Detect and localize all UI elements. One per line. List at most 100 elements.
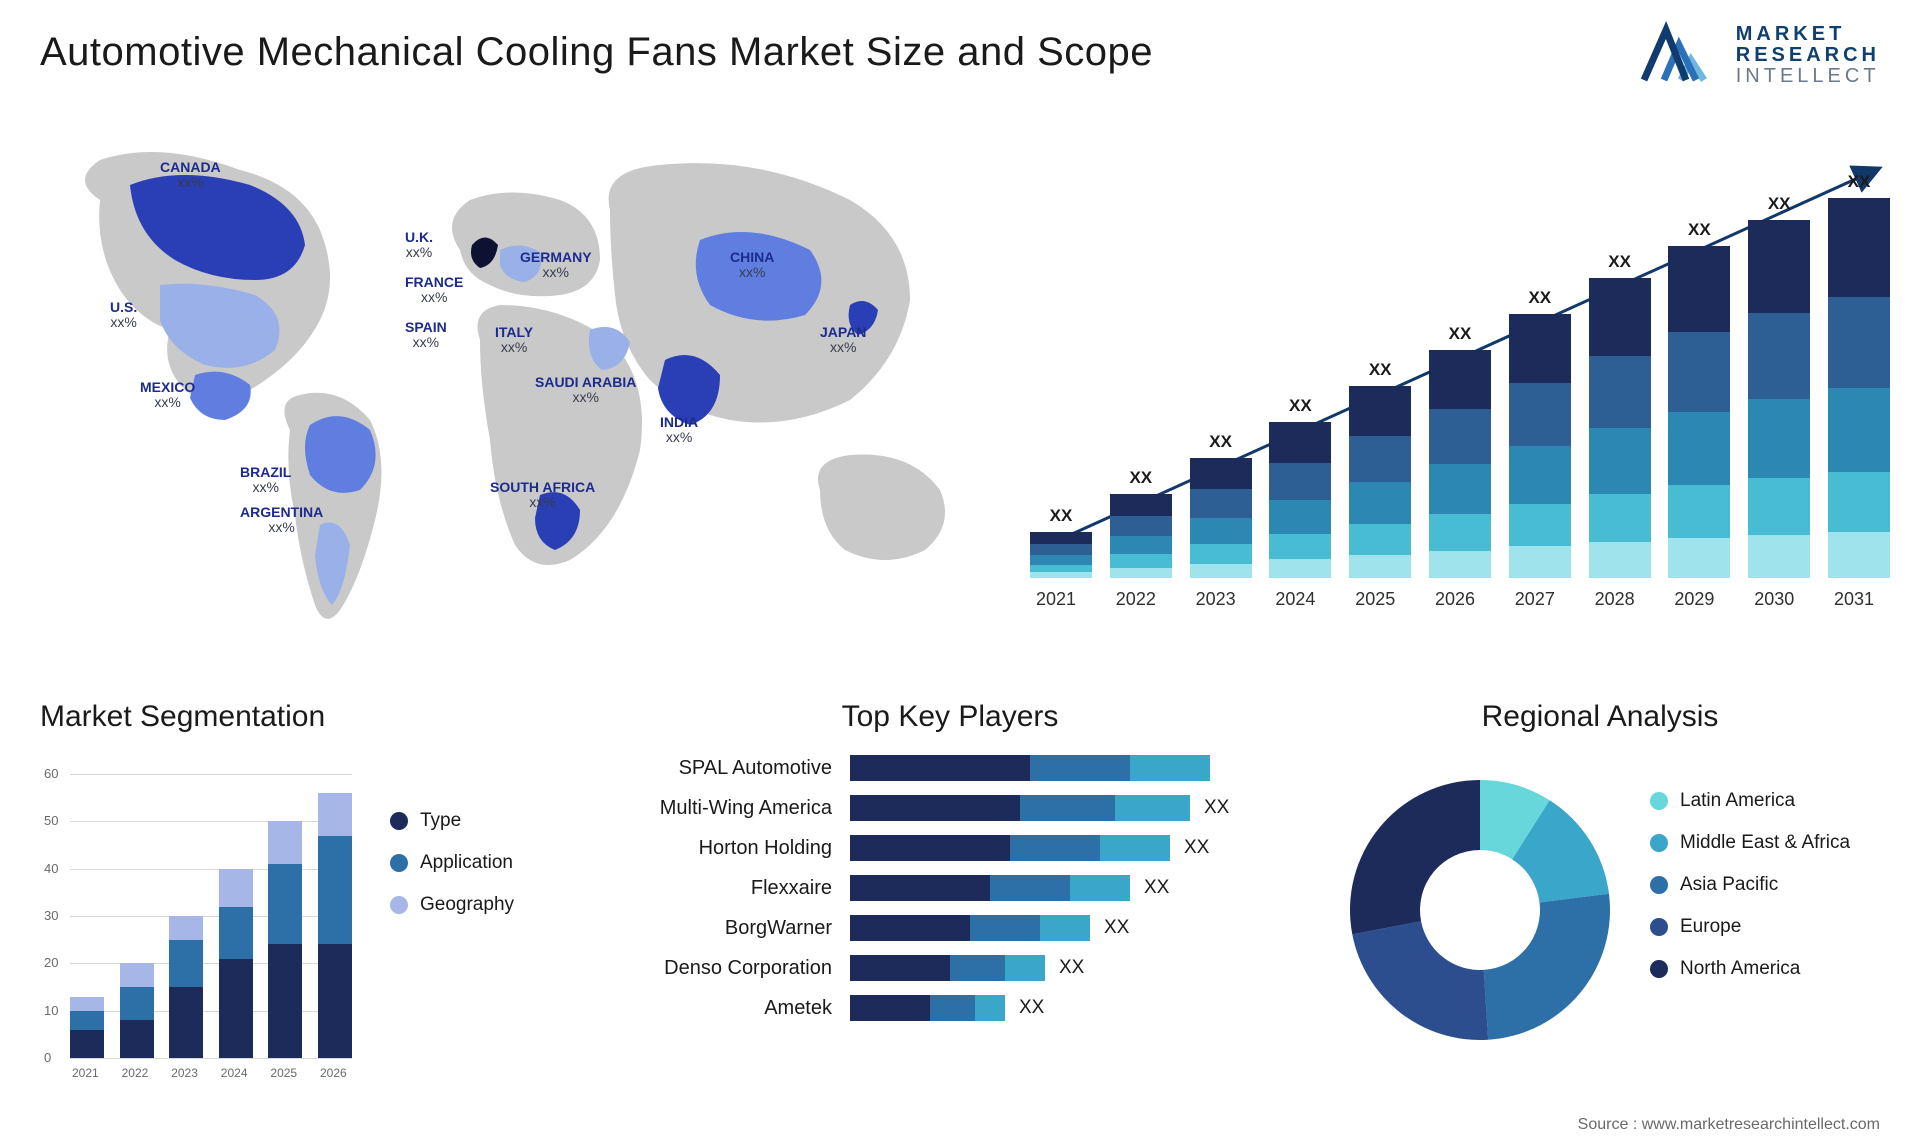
player-row: Flexxaire XX — [620, 868, 1280, 908]
seg-bar — [318, 793, 352, 1058]
seg-xlabel: 2025 — [270, 1066, 297, 1080]
growth-bar-label: XX — [1289, 396, 1312, 416]
segmentation-panel: Market Segmentation 0 10 20 30 40 50 60 2021 202… — [40, 700, 560, 1100]
seg-xlabel: 2023 — [171, 1066, 198, 1080]
map-label: SPAINxx% — [405, 320, 447, 351]
growth-year-label: 2026 — [1435, 589, 1475, 610]
player-name: SPAL Automotive — [620, 757, 850, 780]
seg-ytick: 60 — [44, 766, 58, 781]
legend-item: Europe — [1650, 916, 1850, 938]
legend-item: Asia Pacific — [1650, 874, 1850, 896]
seg-ytick: 50 — [44, 813, 58, 828]
world-map-panel: CANADAxx%U.S.xx%MEXICOxx%BRAZILxx%ARGENT… — [40, 130, 980, 640]
player-value: XX — [1144, 877, 1169, 899]
growth-year-label: 2031 — [1834, 589, 1874, 610]
map-label: ITALYxx% — [495, 325, 533, 356]
map-label: BRAZILxx% — [240, 465, 291, 496]
regional-title: Regional Analysis — [1320, 700, 1880, 734]
regional-panel: Regional Analysis Latin America Middle Ea… — [1320, 700, 1880, 1100]
regional-donut-chart — [1340, 770, 1620, 1050]
legend-item: Middle East & Africa — [1650, 832, 1850, 854]
growth-bar: XX — [1509, 288, 1571, 578]
seg-xlabel: 2022 — [122, 1066, 149, 1080]
seg-ytick: 0 — [44, 1050, 51, 1065]
player-value: XX — [1184, 837, 1209, 859]
seg-bar — [268, 821, 302, 1058]
map-label: CHINAxx% — [730, 250, 774, 281]
logo-mark-icon — [1624, 20, 1724, 90]
growth-bar: XX — [1349, 360, 1411, 578]
map-label: U.S.xx% — [110, 300, 137, 331]
brand-logo: MARKET RESEARCH INTELLECT — [1624, 20, 1880, 90]
growth-bar: XX — [1668, 220, 1730, 578]
player-name: Denso Corporation — [620, 957, 850, 980]
seg-ytick: 10 — [44, 1003, 58, 1018]
growth-bar-label: XX — [1050, 506, 1073, 526]
seg-ytick: 30 — [44, 908, 58, 923]
seg-bar — [219, 869, 253, 1058]
player-row: Denso Corporation XX — [620, 948, 1280, 988]
growth-year-label: 2021 — [1036, 589, 1076, 610]
map-label: MEXICOxx% — [140, 380, 195, 411]
growth-year-label: 2028 — [1595, 589, 1635, 610]
logo-line2: RESEARCH — [1736, 45, 1880, 66]
growth-bar-label: XX — [1848, 172, 1871, 192]
segmentation-title: Market Segmentation — [40, 700, 560, 734]
legend-item: Geography — [390, 894, 514, 916]
growth-bar-label: XX — [1369, 360, 1392, 380]
growth-bar: XX — [1429, 324, 1491, 578]
growth-bar: XX — [1110, 468, 1172, 578]
player-row: Horton Holding XX — [620, 828, 1280, 868]
seg-bar — [120, 963, 154, 1058]
growth-bar-label: XX — [1608, 252, 1631, 272]
seg-bar — [169, 916, 203, 1058]
growth-year-label: 2022 — [1116, 589, 1156, 610]
map-label: CANADAxx% — [160, 160, 221, 191]
seg-xlabel: 2021 — [72, 1066, 99, 1080]
growth-year-label: 2029 — [1674, 589, 1714, 610]
player-row: AmetekXX — [620, 988, 1280, 1028]
player-value: XX — [1104, 917, 1129, 939]
growth-bar-label: XX — [1528, 288, 1551, 308]
seg-ytick: 40 — [44, 861, 58, 876]
legend-item: Application — [390, 852, 514, 874]
player-name: Horton Holding — [620, 837, 850, 860]
legend-item: Latin America — [1650, 790, 1850, 812]
map-label: SAUDI ARABIAxx% — [535, 375, 636, 406]
seg-xlabel: 2024 — [221, 1066, 248, 1080]
players-panel: Top Key Players SPAL Automotive Multi-Win… — [620, 700, 1280, 1100]
growth-bar-label: XX — [1129, 468, 1152, 488]
map-label: U.K.xx% — [405, 230, 433, 261]
map-label: GERMANYxx% — [520, 250, 592, 281]
player-value: XX — [1019, 997, 1044, 1019]
map-label: INDIAxx% — [660, 415, 698, 446]
logo-line3: INTELLECT — [1736, 66, 1880, 87]
player-row: Multi-Wing America XX — [620, 788, 1280, 828]
page-title: Automotive Mechanical Cooling Fans Marke… — [40, 30, 1153, 75]
growth-year-label: 2027 — [1515, 589, 1555, 610]
player-name: Flexxaire — [620, 877, 850, 900]
growth-year-label: 2030 — [1754, 589, 1794, 610]
growth-bar: XX — [1748, 194, 1810, 578]
seg-bar — [70, 997, 104, 1059]
player-name: Multi-Wing America — [620, 797, 850, 820]
growth-bar: XX — [1828, 172, 1890, 578]
seg-ytick: 20 — [44, 955, 58, 970]
map-label: SOUTH AFRICAxx% — [490, 480, 595, 511]
player-value: XX — [1204, 797, 1229, 819]
player-value: XX — [1059, 957, 1084, 979]
growth-bar: XX — [1589, 252, 1651, 578]
segmentation-chart: 0102030405060202120222023202420252026 — [40, 766, 360, 1086]
logo-line1: MARKET — [1736, 24, 1880, 45]
players-title: Top Key Players — [620, 700, 1280, 734]
player-row: BorgWarner XX — [620, 908, 1280, 948]
growth-year-label: 2025 — [1355, 589, 1395, 610]
player-name: BorgWarner — [620, 917, 850, 940]
growth-bar: XX — [1030, 506, 1092, 578]
growth-bar-label: XX — [1768, 194, 1791, 214]
logo-text: MARKET RESEARCH INTELLECT — [1736, 24, 1880, 87]
regional-legend: Latin America Middle East & Africa Asia Pa… — [1650, 790, 1850, 1000]
player-row: SPAL Automotive — [620, 748, 1280, 788]
segmentation-legend: TypeApplicationGeography — [390, 810, 514, 936]
map-label: FRANCExx% — [405, 275, 463, 306]
